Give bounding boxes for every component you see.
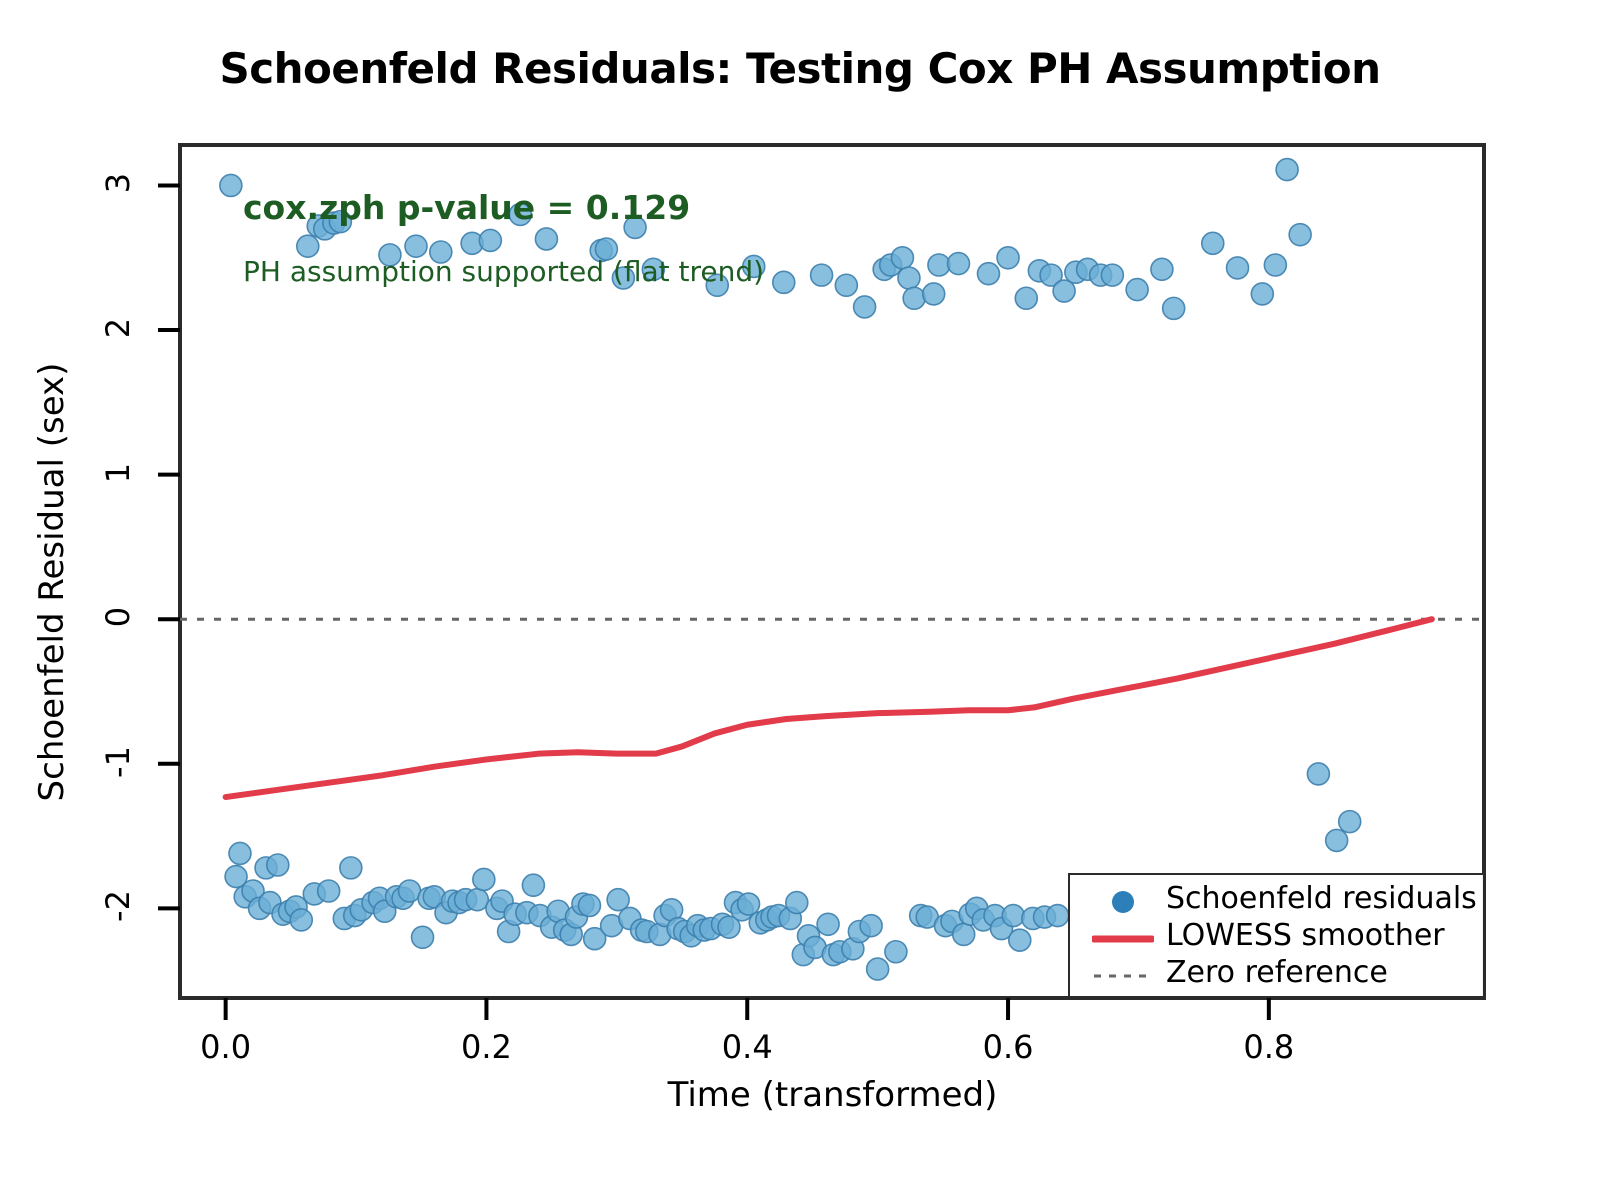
data-point [508,202,533,227]
data-point [465,887,490,912]
data-point [378,243,402,267]
y-tick-label: -2 [99,890,137,923]
data-point [1045,903,1070,928]
y-tick-label: 2 [99,317,137,339]
page-title: Schoenfeld Residuals: Testing Cox PH Ass… [219,44,1382,93]
data-point [1250,282,1275,306]
data-point [219,173,243,198]
data-point [397,879,422,903]
data-point [834,273,859,298]
data-point [228,841,252,866]
legend-item: Zero reference [1070,955,1483,995]
data-point [404,234,428,258]
data-point [265,853,290,877]
data-point [1225,256,1250,280]
data-point [1288,222,1312,247]
data-point [594,237,619,261]
data-point [852,295,877,319]
data-point [606,887,630,912]
legend-item: Schoenfeld residuals [1070,881,1483,921]
plot-frame [178,143,1486,1000]
p-value-annotation: cox.zph p-value = 0.129 [243,188,691,227]
data-point [521,873,546,898]
data-point [1014,286,1039,311]
y-tick-label: 0 [99,607,137,628]
data-point [1100,263,1125,287]
data-point [1150,257,1174,282]
data-point [641,257,666,282]
y-tick-label: -1 [99,745,137,778]
data-point [472,867,496,892]
legend: Schoenfeld residuals LOWESS smoother Zero … [1068,873,1485,998]
data-point [859,913,883,938]
data-point [611,266,636,290]
data-point [339,856,363,880]
data-point [951,922,976,947]
data-point [897,266,921,290]
data-point [1275,157,1299,182]
data-point [741,254,766,279]
data-point [534,227,559,251]
data-point [316,879,341,903]
data-point [1125,277,1149,302]
data-point [927,253,951,277]
legend-item-label: Schoenfeld residuals [1166,881,1477,916]
data-point [295,234,320,258]
data-point [478,228,503,253]
data-point [1324,828,1349,853]
ph-conclusion-annotation: PH assumption supported (flat trend) [243,255,765,288]
data-point [784,890,809,915]
legend-dotted-marker-icon [1092,957,1154,995]
lowess-smoother-line [222,616,1435,801]
x-tick-label: 0.4 [721,1028,773,1066]
data-point [428,240,453,264]
data-point [1007,928,1032,952]
data-point [1263,253,1288,277]
x-tick-label: 0.8 [1243,1028,1295,1066]
data-point [1001,903,1026,928]
legend-item: LOWESS smoother [1070,918,1483,958]
data-point [1200,231,1225,256]
data-point [623,215,647,240]
y-axis-label: Schoenfeld Residual (sex) [32,362,72,802]
data-point [771,270,796,295]
data-point [865,957,890,981]
data-point [705,273,730,298]
x-axis-label: Time (transformed) [667,1075,998,1115]
data-point [736,892,761,916]
data-point [410,925,435,950]
data-point [1337,809,1362,834]
y-tick-label: 1 [99,462,137,483]
data-point [884,939,908,964]
data-point [816,912,840,937]
data-point [328,209,353,234]
data-point [582,926,607,951]
data-point [577,893,602,918]
data-point [996,245,1020,270]
data-point [890,245,915,270]
data-point [224,864,248,889]
data-point [289,908,314,932]
data-point [809,263,834,287]
data-point [1306,762,1331,786]
data-point [976,261,1001,286]
x-tick-label: 0.0 [200,1028,252,1066]
data-point [921,282,946,306]
data-point [902,286,926,311]
data-point [1039,263,1063,287]
data-point [1052,279,1076,303]
data-point [717,915,741,939]
legend-item-label: Zero reference [1166,955,1388,990]
legend-line-marker-icon [1090,920,1156,958]
data-point [1161,296,1186,321]
legend-item-label: LOWESS smoother [1166,918,1445,953]
data-point [946,251,971,276]
x-tick-label: 0.2 [460,1028,512,1066]
legend-point-marker-icon [1092,883,1154,921]
y-tick-label: 3 [99,173,137,194]
x-tick-label: 0.6 [982,1028,1034,1066]
